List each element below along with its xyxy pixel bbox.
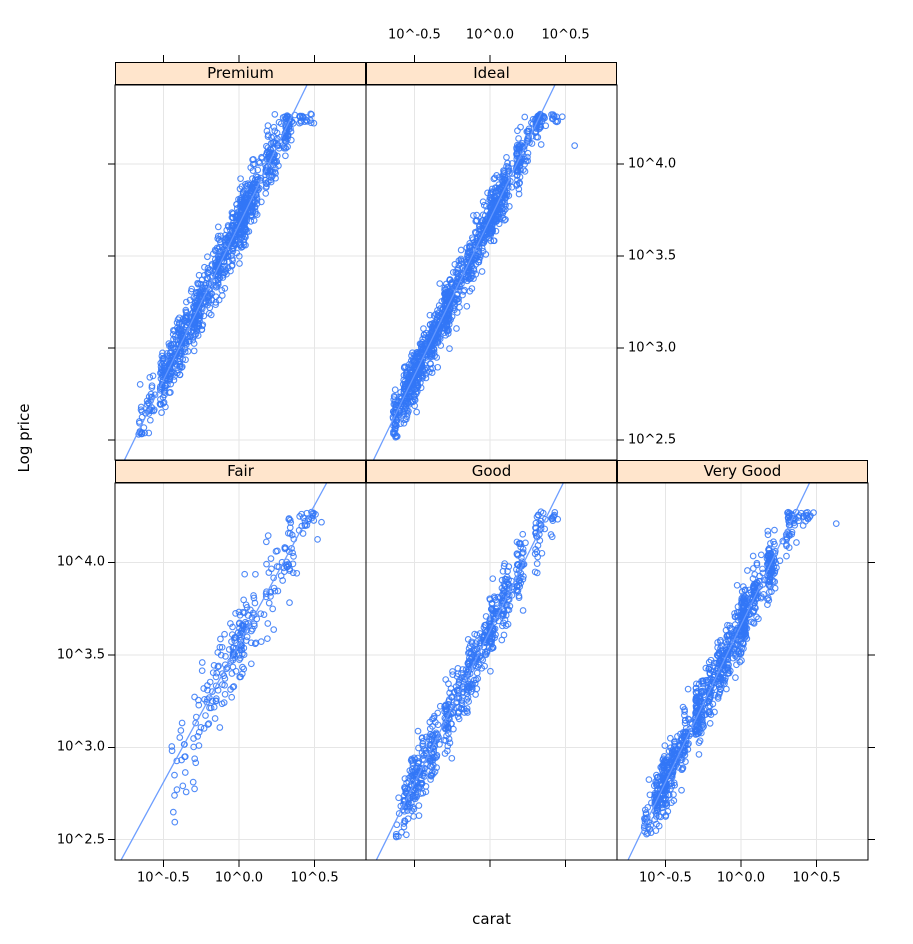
x-tick-label-top: 10^0.5 (541, 27, 590, 43)
x-tick-label-bottom: 10^0.5 (290, 870, 339, 886)
panel-premium (115, 85, 366, 460)
x-axis-title: carat (472, 910, 511, 928)
y-tick-label-right: 10^3.5 (628, 248, 677, 264)
y-tick-label-left: 10^4.0 (56, 554, 105, 570)
regression-line (627, 483, 811, 860)
y-axis-title: Log price (15, 403, 33, 473)
strip-fair: Fair (115, 460, 366, 483)
strip-label: Good (471, 462, 512, 480)
regression-line (375, 483, 564, 860)
regression-line (123, 85, 308, 460)
panel-fair (115, 483, 366, 860)
strip-very-good: Very Good (617, 460, 868, 483)
x-tick-label-bottom: 10^-0.5 (136, 870, 190, 886)
strip-good: Good (366, 460, 617, 483)
panel-good (366, 483, 617, 860)
regression-line (372, 85, 556, 460)
strip-label: Premium (207, 64, 274, 82)
strip-label: Ideal (473, 64, 510, 82)
x-tick-label-bottom: 10^0.5 (792, 870, 841, 886)
y-tick-label-right: 10^3.0 (628, 340, 677, 356)
x-tick-label-top: 10^0.0 (465, 27, 515, 43)
x-tick-label-bottom: 10^0.0 (214, 870, 264, 886)
y-tick-label-left: 10^2.5 (56, 832, 105, 848)
y-tick-label-right: 10^4.0 (628, 156, 677, 172)
y-tick-label-left: 10^3.0 (56, 739, 105, 755)
strip-ideal: Ideal (366, 62, 617, 85)
regression-line (120, 483, 328, 860)
y-tick-label-right: 10^2.5 (628, 432, 677, 448)
panel-very-good (617, 483, 868, 860)
strip-premium: Premium (115, 62, 366, 85)
panel-ideal (366, 85, 617, 460)
strip-label: Very Good (703, 462, 782, 480)
x-tick-label-bottom: 10^0.0 (716, 870, 766, 886)
panel-border (616, 482, 869, 861)
strip-label: Fair (227, 462, 254, 480)
x-tick-label-bottom: 10^-0.5 (638, 870, 692, 886)
y-tick-label-left: 10^3.5 (56, 647, 105, 663)
x-tick-label-top: 10^-0.5 (387, 27, 441, 43)
